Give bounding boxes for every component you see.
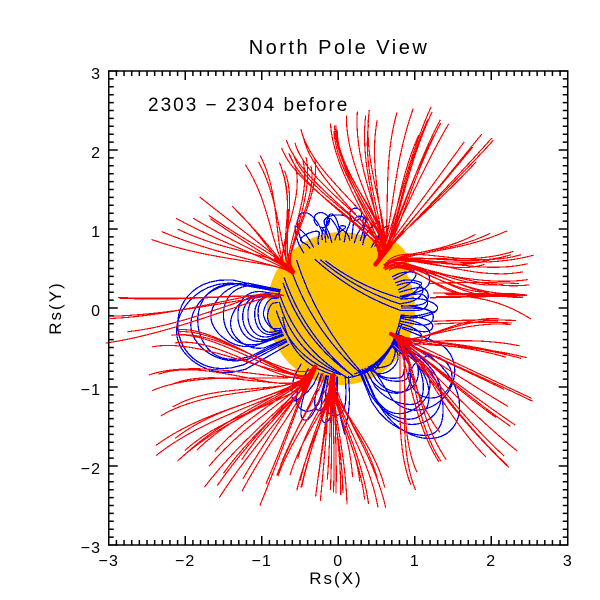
svg-text:3: 3 (91, 66, 101, 83)
svg-text:−2: −2 (81, 461, 101, 478)
svg-text:Rs(X): Rs(X) (309, 569, 362, 588)
svg-text:2: 2 (486, 553, 496, 570)
svg-text:−3: −3 (99, 553, 119, 570)
svg-text:−2: −2 (175, 553, 195, 570)
svg-text:−3: −3 (81, 540, 101, 557)
svg-text:North Pole View: North Pole View (249, 37, 430, 59)
svg-text:1: 1 (91, 224, 101, 241)
svg-text:Rs(Y): Rs(Y) (46, 281, 65, 334)
svg-text:1: 1 (410, 553, 420, 570)
svg-text:2: 2 (91, 145, 101, 162)
svg-text:2303 − 2304 before: 2303 − 2304 before (148, 95, 349, 116)
svg-text:−1: −1 (252, 553, 272, 570)
svg-text:0: 0 (91, 303, 101, 320)
svg-text:3: 3 (563, 553, 573, 570)
svg-text:−1: −1 (81, 382, 101, 399)
svg-text:0: 0 (333, 553, 343, 570)
